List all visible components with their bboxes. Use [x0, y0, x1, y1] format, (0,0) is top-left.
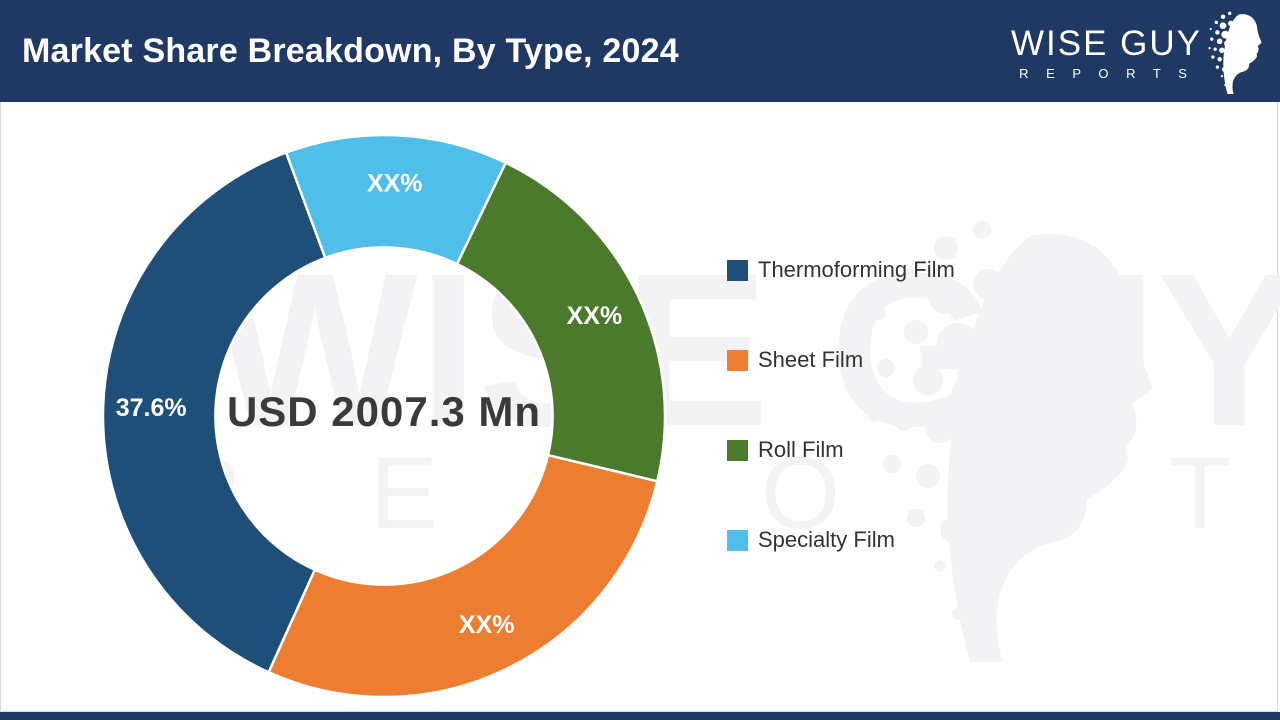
- logo-wiseguy-label: WISE GUY: [1010, 23, 1202, 63]
- legend-label: Specialty Film: [758, 527, 895, 552]
- logo-reports-label: R E P O R T S: [1019, 65, 1194, 81]
- page-title: Market Share Breakdown, By Type, 2024: [22, 31, 679, 70]
- footer-bar: [0, 712, 1280, 720]
- donut-center-value: USD 2007.3 Mn: [226, 388, 542, 435]
- donut-segment-label: 37.6%: [116, 394, 187, 422]
- legend-item-thermoforming-film[interactable]: Thermoforming Film: [727, 257, 955, 282]
- donut-segment-label: XX%: [459, 611, 515, 639]
- wise-guy-logo: WISE GUY R E P O R T S: [1011, 8, 1268, 96]
- legend-swatch-sheet-film: [727, 349, 748, 371]
- legend-swatch-roll-film: [727, 439, 748, 461]
- donut-segment-roll-film[interactable]: [455, 161, 667, 483]
- legend-label: Thermoforming Film: [758, 257, 955, 282]
- legend-item-sheet-film[interactable]: Sheet Film: [727, 347, 955, 372]
- legend-item-roll-film[interactable]: Roll Film: [727, 437, 955, 462]
- donut-segment-label: XX%: [567, 302, 623, 330]
- header-bar: Market Share Breakdown, By Type, 2024: [0, 0, 1280, 102]
- logo-text: WISE GUY R E P O R T S: [1011, 24, 1202, 81]
- donut-segment-sheet-film[interactable]: [267, 453, 659, 699]
- chart-legend: Thermoforming Film Sheet Film Roll Film …: [727, 257, 955, 618]
- legend-label: Sheet Film: [758, 347, 864, 372]
- donut-segment-label: XX%: [367, 169, 423, 197]
- donut-chart: XX% XX% XX% 37.6%: [101, 133, 667, 699]
- legend-item-specialty-film[interactable]: Specialty Film: [727, 527, 955, 552]
- logo-face-icon: [1208, 11, 1262, 94]
- legend-label: Roll Film: [758, 437, 844, 462]
- legend-swatch-specialty-film: [727, 529, 748, 551]
- donut-segment-thermoforming-film[interactable]: [101, 151, 327, 674]
- legend-swatch-thermoforming-film: [727, 259, 748, 281]
